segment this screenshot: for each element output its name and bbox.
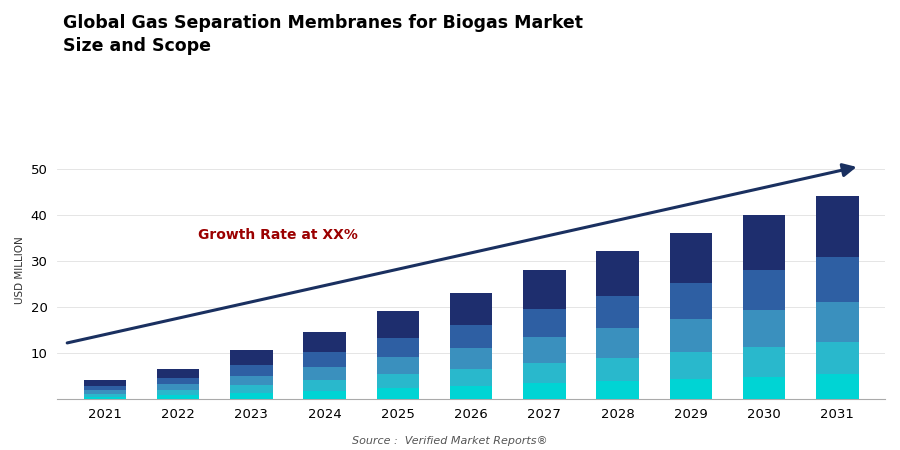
Bar	[303, 380, 346, 391]
Bar	[742, 347, 786, 377]
Bar	[376, 311, 419, 338]
Bar	[742, 215, 786, 270]
Bar	[450, 293, 492, 324]
Bar	[816, 302, 859, 342]
Bar	[230, 385, 273, 393]
Bar	[597, 381, 639, 399]
Bar	[230, 365, 273, 376]
Bar	[742, 270, 786, 310]
Bar	[376, 357, 419, 374]
Bar	[523, 383, 565, 399]
Bar	[816, 374, 859, 399]
Bar	[84, 380, 126, 386]
Bar	[450, 324, 492, 348]
Bar	[157, 391, 199, 395]
Bar	[597, 296, 639, 328]
Bar	[670, 319, 712, 352]
Bar	[303, 332, 346, 352]
Bar	[742, 310, 786, 347]
Bar	[523, 270, 565, 309]
Bar	[816, 257, 859, 302]
Bar	[523, 337, 565, 363]
Bar	[230, 393, 273, 399]
Bar	[670, 233, 712, 283]
Bar	[742, 377, 786, 399]
Text: Source :  Verified Market Reports®: Source : Verified Market Reports®	[352, 436, 548, 446]
Bar	[84, 386, 126, 390]
Bar	[157, 395, 199, 399]
Bar	[816, 342, 859, 374]
Bar	[376, 388, 419, 399]
Bar	[523, 363, 565, 383]
Text: Global Gas Separation Membranes for Biogas Market
Size and Scope: Global Gas Separation Membranes for Biog…	[63, 14, 583, 55]
Bar	[816, 196, 859, 257]
Bar	[450, 386, 492, 399]
Text: Growth Rate at XX%: Growth Rate at XX%	[198, 228, 358, 242]
Bar	[597, 358, 639, 381]
Bar	[303, 367, 346, 380]
Bar	[157, 378, 199, 384]
Bar	[376, 338, 419, 357]
Bar	[450, 369, 492, 386]
Bar	[84, 390, 126, 394]
Bar	[230, 351, 273, 365]
Bar	[157, 369, 199, 378]
Bar	[303, 391, 346, 399]
Bar	[84, 394, 126, 396]
Bar	[303, 352, 346, 367]
Y-axis label: USD MILLION: USD MILLION	[15, 236, 25, 304]
Bar	[670, 352, 712, 379]
Bar	[523, 309, 565, 337]
Bar	[597, 328, 639, 358]
Bar	[376, 374, 419, 388]
Bar	[670, 283, 712, 319]
Bar	[157, 384, 199, 391]
Bar	[230, 376, 273, 385]
Bar	[450, 348, 492, 369]
Bar	[84, 396, 126, 399]
Bar	[597, 252, 639, 296]
Bar	[670, 379, 712, 399]
